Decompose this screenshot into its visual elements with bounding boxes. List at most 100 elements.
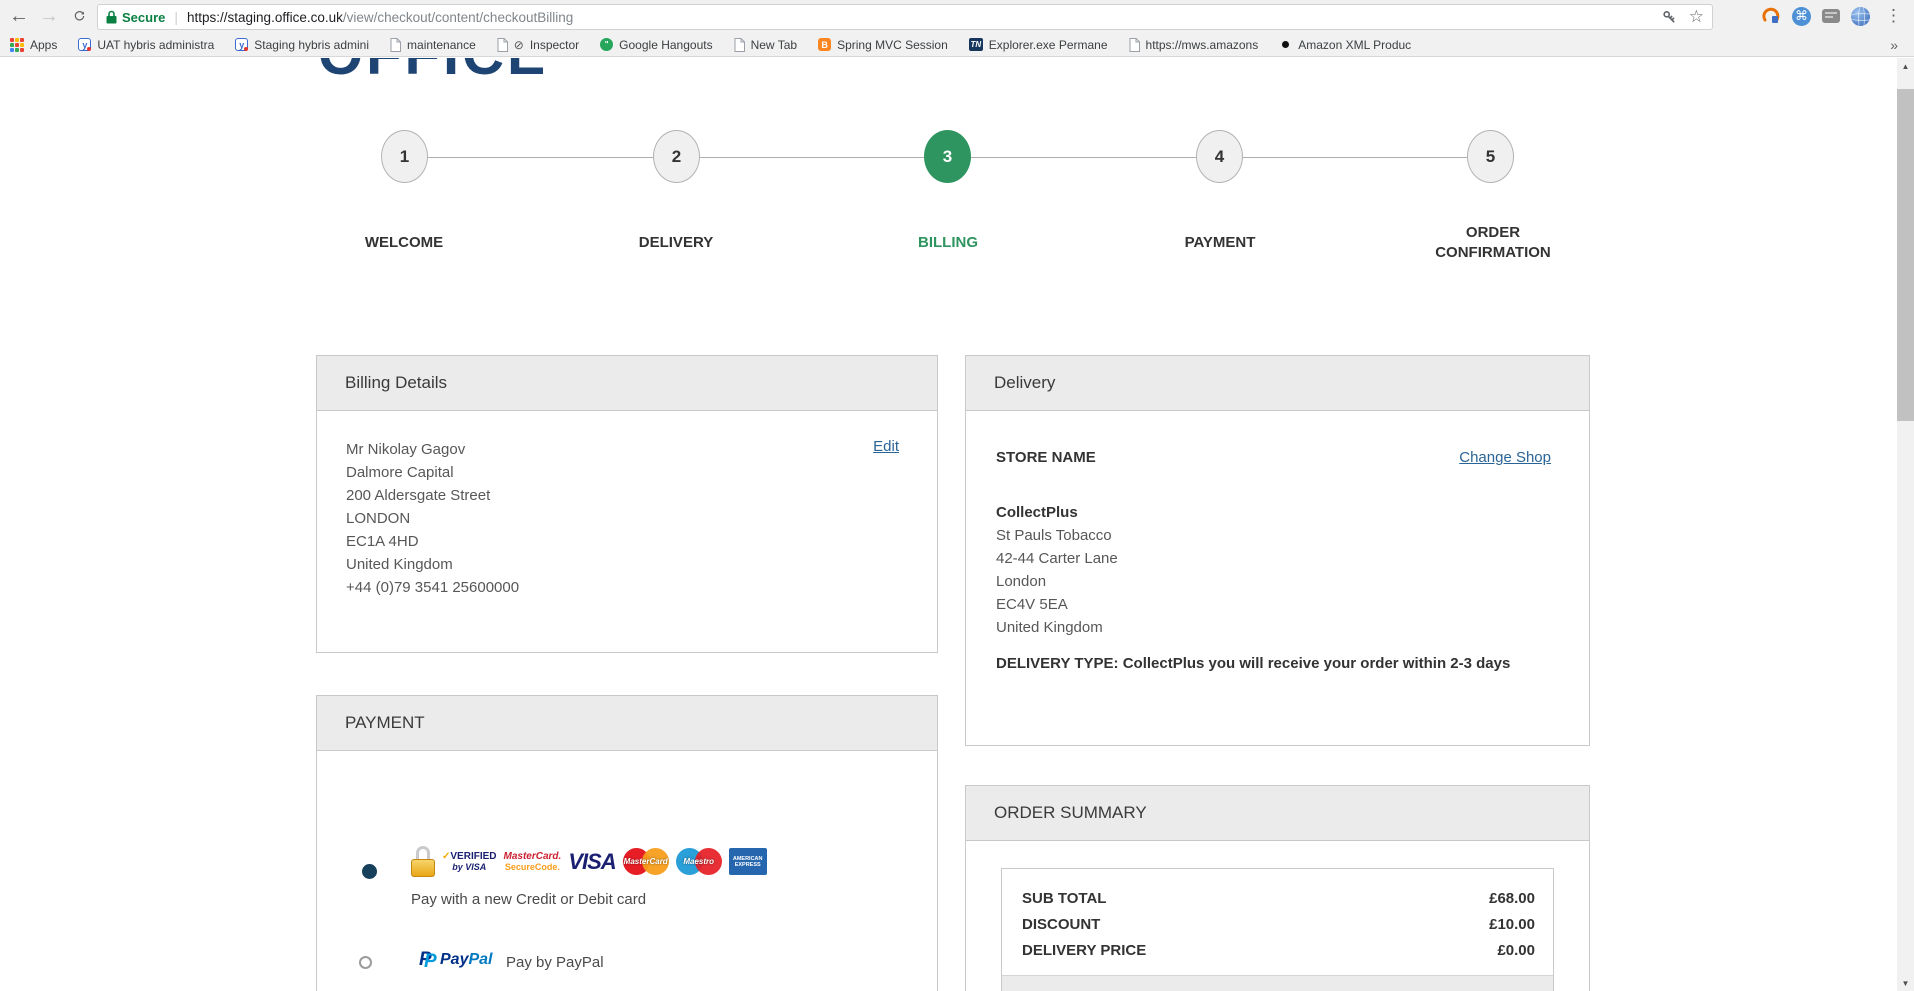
billing-details-panel: Billing Details Mr Nikolay Gagov Dalmore… [316, 355, 938, 653]
summary-row-subtotal: SUB TOTAL £68.00 [1022, 890, 1535, 916]
scroll-down-icon[interactable]: ▼ [1901, 978, 1910, 988]
billing-address-line: 200 Aldersgate Street [346, 487, 491, 504]
pay-card-option-label[interactable]: Pay with a new Credit or Debit card [411, 891, 647, 908]
bookmark-apps[interactable]: Apps [10, 37, 57, 52]
step-circle-confirmation[interactable]: 5 [1467, 130, 1514, 183]
billing-panel-body: Mr Nikolay Gagov Dalmore Capital 200 Ald… [317, 411, 937, 599]
visa-logo: VISA [568, 848, 616, 874]
address-bar[interactable]: Secure | https://staging.office.co.uk/vi… [97, 4, 1713, 30]
step-label-billing: BILLING [918, 234, 978, 251]
delivery-type-text: DELIVERY TYPE: CollectPlus you will rece… [996, 655, 1511, 672]
billing-panel-title: Billing Details [345, 373, 448, 392]
billing-address-line: +44 (0)79 3541 25600000 [346, 579, 520, 596]
bookmark-hangouts[interactable]: " Google Hangouts [600, 38, 713, 52]
bookmark-explorer-exe[interactable]: TN Explorer.exe Permane [968, 37, 1108, 52]
delivery-address-line: London [996, 573, 1047, 590]
summary-value: £0.00 [1497, 942, 1535, 959]
site-logo[interactable]: OFFICE [318, 58, 543, 90]
summary-row-discount: DISCOUNT £10.00 [1022, 916, 1535, 942]
no-entry-icon: ⊘ [513, 37, 524, 52]
secure-label: Secure [122, 9, 166, 25]
bookmark-amazon-xml[interactable]: Amazon XML Produc [1279, 38, 1411, 52]
step-label-delivery: DELIVERY [638, 234, 714, 251]
scrollbar-thumb[interactable] [1897, 89, 1914, 421]
back-button[interactable]: ← [9, 4, 29, 27]
order-summary-box: SUB TOTAL £68.00 DISCOUNT £10.00 DELIVER… [1001, 868, 1554, 991]
edit-billing-link[interactable]: Edit [873, 438, 899, 455]
blogger-icon: B [818, 38, 832, 51]
delivery-panel-body: STORE NAME Change Shop CollectPlus St Pa… [966, 411, 1589, 675]
billing-panel-header: Billing Details [317, 356, 937, 411]
forward-button[interactable]: → [39, 4, 59, 27]
billing-address-line: Mr Nikolay Gagov [346, 441, 466, 458]
bookmark-new-tab[interactable]: New Tab [734, 37, 797, 52]
order-summary-header: ORDER SUMMARY [966, 786, 1589, 841]
bookmark-mws-amazon[interactable]: https://mws.amazons [1129, 37, 1258, 52]
accepted-cards-row: ✓VERIFIED by VISA MasterCard. SecureCode… [411, 846, 767, 877]
radio-pay-card[interactable] [362, 864, 377, 879]
bookmark-star-icon[interactable]: ☆ [1688, 7, 1704, 26]
summary-label: DELIVERY PRICE [1022, 942, 1147, 959]
payment-panel-header: PAYMENT [317, 696, 937, 751]
site-logo-text: OFFICE [318, 58, 543, 90]
billing-address-line: United Kingdom [346, 556, 453, 573]
hybris-icon: y [235, 38, 249, 51]
billing-address-line: Dalmore Capital [346, 464, 454, 481]
summary-value: £68.00 [1489, 890, 1535, 907]
step-label-confirmation: ORDER CONFIRMATION [1435, 224, 1551, 261]
page-scrollbar[interactable]: ▲ ▼ [1897, 58, 1914, 991]
page-icon [390, 37, 402, 52]
bookmark-maintenance[interactable]: maintenance [390, 37, 476, 52]
swoosh-extension-icon[interactable] [1762, 7, 1781, 26]
step-circle-delivery[interactable]: 2 [653, 130, 700, 183]
dot-icon [1282, 41, 1290, 48]
step-label-welcome: WELCOME [364, 234, 444, 251]
url-domain: https://staging.office.co.uk [187, 9, 343, 25]
apps-grid-icon [10, 37, 24, 52]
bookmark-uat-hybris[interactable]: y UAT hybris administra [78, 38, 214, 52]
secure-chip[interactable]: Secure [106, 10, 165, 25]
url-text: https://staging.office.co.uk/view/checko… [187, 10, 573, 25]
bookmarks-bar: Apps y UAT hybris administra y Staging h… [0, 33, 1914, 57]
step-circle-payment[interactable]: 4 [1196, 130, 1243, 183]
reload-button[interactable] [66, 3, 92, 29]
summary-total-strip [1002, 975, 1553, 991]
extensions-row: ⌘ ⋮ [1762, 3, 1906, 29]
pay-paypal-option-label[interactable]: Pay by PayPal [506, 954, 604, 971]
summary-value: £10.00 [1489, 916, 1535, 933]
browser-menu-icon[interactable]: ⋮ [1885, 6, 1902, 25]
reload-icon [74, 11, 84, 21]
mastercard-logo: MasterCard [622, 847, 669, 876]
card-extension-icon[interactable] [1822, 9, 1840, 23]
step-label-payment: PAYMENT [1184, 234, 1256, 251]
summary-row-delivery-price: DELIVERY PRICE £0.00 [1022, 942, 1535, 968]
store-brand: CollectPlus [996, 504, 1078, 521]
delivery-address-line: 42-44 Carter Lane [996, 550, 1118, 567]
bookmarks-overflow-chevron[interactable]: » [1890, 36, 1898, 53]
maestro-logo: Maestro [675, 847, 722, 876]
change-shop-link[interactable]: Change Shop [1459, 449, 1551, 466]
payment-panel-body: ✓VERIFIED by VISA MasterCard. SecureCode… [317, 751, 937, 991]
payment-panel: PAYMENT ✓VERIFIED by VISA MasterCard. Se… [316, 695, 938, 991]
verified-by-visa-logo: ✓VERIFIED by VISA [442, 850, 497, 872]
globe-extension-icon[interactable] [1851, 6, 1870, 26]
step-circle-welcome[interactable]: 1 [381, 130, 428, 183]
mastercard-securecode-logo: MasterCard. SecureCode. [503, 850, 562, 872]
bookmark-inspector[interactable]: ⊘ Inspector [497, 37, 579, 52]
delivery-address-line: St Pauls Tobacco [996, 527, 1112, 544]
url-divider: | [174, 9, 179, 25]
key-icon[interactable] [1662, 10, 1677, 25]
delivery-address-line: EC4V 5EA [996, 596, 1068, 613]
billing-address-line: LONDON [346, 510, 411, 527]
bookmark-staging-hybris[interactable]: y Staging hybris admini [235, 38, 369, 52]
order-summary-panel: ORDER SUMMARY SUB TOTAL £68.00 DISCOUNT … [965, 785, 1590, 991]
scroll-up-icon[interactable]: ▲ [1901, 61, 1910, 71]
command-extension-icon[interactable]: ⌘ [1792, 6, 1811, 26]
bookmark-spring-mvc[interactable]: B Spring MVC Session [818, 38, 948, 52]
radio-pay-paypal[interactable] [359, 956, 372, 969]
step-circle-billing[interactable]: 3 [924, 130, 971, 183]
padlock-icon [106, 10, 117, 24]
payment-panel-title: PAYMENT [345, 713, 425, 732]
page-icon [1129, 37, 1140, 52]
